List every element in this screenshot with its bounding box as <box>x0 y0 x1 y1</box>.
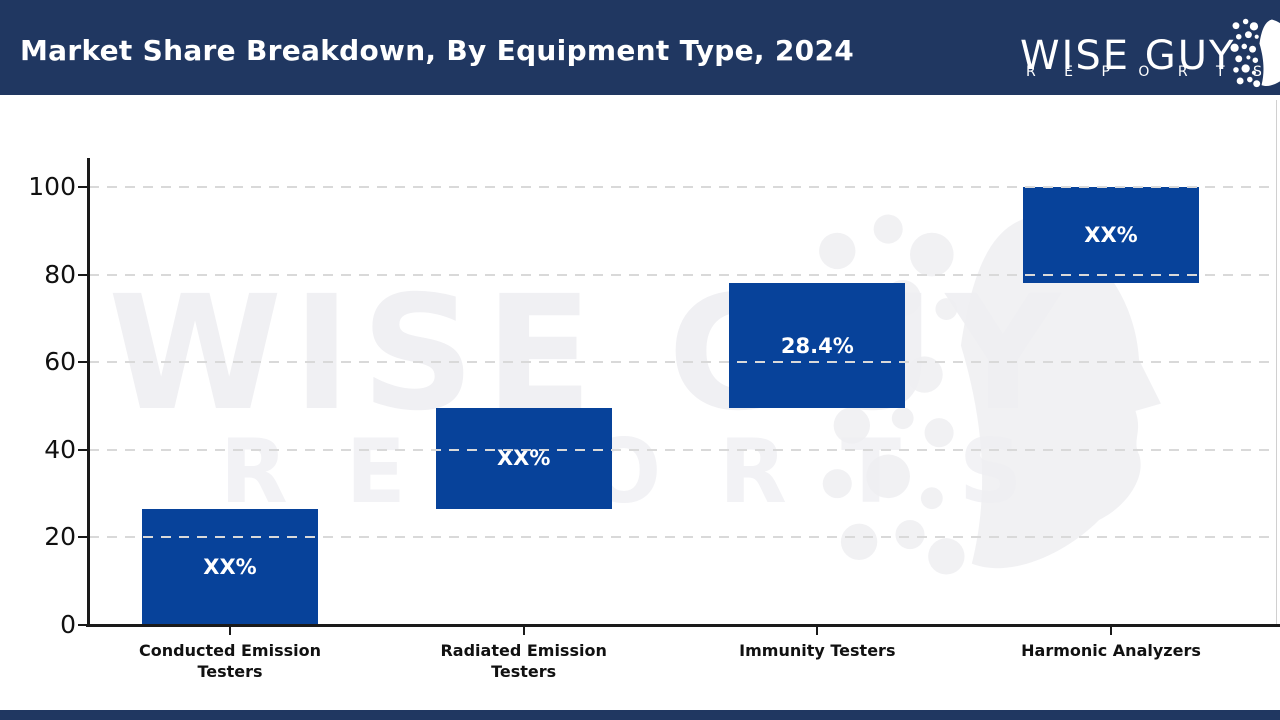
bar-value-label: XX% <box>1084 223 1138 248</box>
bar-1: XX% <box>142 508 318 625</box>
chart-title: Market Share Breakdown, By Equipment Typ… <box>20 34 855 67</box>
y-tick-label: 20 <box>44 522 76 552</box>
y-tick-label: 0 <box>60 610 76 639</box>
gridline-100 <box>89 186 1277 188</box>
y-tick-mark <box>78 273 88 276</box>
bar-3: 28.4% <box>729 283 906 408</box>
y-tick-mark <box>78 536 88 539</box>
footer-bar <box>0 710 1280 720</box>
y-tick-label: 80 <box>44 259 76 289</box>
y-tick-mark <box>78 361 88 364</box>
y-axis-spine <box>87 158 90 627</box>
gridline-40 <box>89 448 1277 451</box>
logo-text: WISE GUY <box>1020 33 1236 79</box>
logo-subtext: R E P O R T S <box>1026 64 1274 80</box>
x-tick-mark <box>1110 626 1112 635</box>
bar-4: XX% <box>1023 187 1199 284</box>
gridline-60 <box>89 361 1277 364</box>
x-category-label: Radiated Emission Testers <box>440 641 607 681</box>
y-tick-label: 60 <box>44 347 76 377</box>
gridline-80 <box>89 273 1277 276</box>
x-category-label: Harmonic Analyzers <box>1021 641 1201 660</box>
y-tick-label: 100 <box>28 172 76 201</box>
x-category-label: Conducted Emission Testers <box>139 641 321 681</box>
x-tick-mark <box>229 626 231 635</box>
header-bar: Market Share Breakdown, By Equipment Typ… <box>0 0 1280 95</box>
gridline-20 <box>89 536 1277 539</box>
y-tick-mark <box>78 624 88 626</box>
x-category-label: Immunity Testers <box>739 641 896 660</box>
bar-value-label: 28.4% <box>780 333 854 358</box>
logo-dotted-head-icon <box>1230 18 1280 88</box>
y-tick-mark <box>78 448 88 451</box>
x-axis-spine <box>86 624 1280 627</box>
bar-2: XX% <box>435 407 612 509</box>
y-tick-label: 40 <box>44 434 76 464</box>
x-tick-mark <box>522 626 525 635</box>
bar-value-label: XX% <box>203 554 257 579</box>
wise-guy-reports-logo: WISE GUY R E P O R T S <box>1020 8 1280 90</box>
x-tick-mark <box>816 626 819 635</box>
y-tick-mark <box>78 186 88 188</box>
